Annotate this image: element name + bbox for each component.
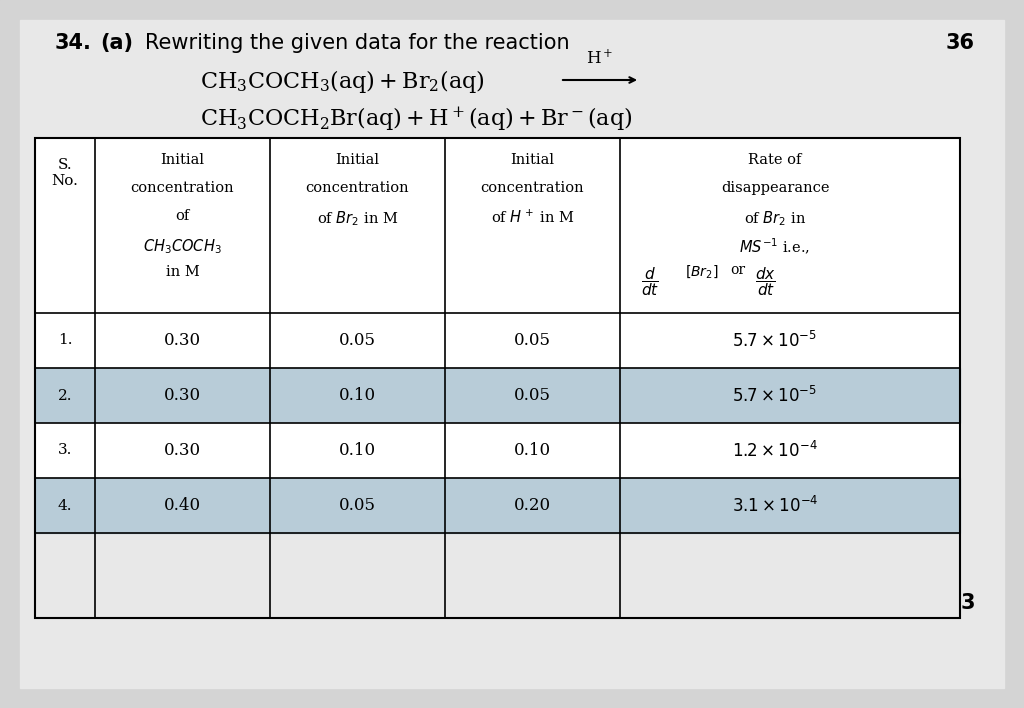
- Text: $\dfrac{d}{dt}$: $\dfrac{d}{dt}$: [641, 265, 659, 298]
- Bar: [35, 368, 961, 423]
- Text: 0.10: 0.10: [514, 442, 551, 459]
- Text: of $Br_2$ in: of $Br_2$ in: [743, 209, 806, 228]
- Text: $\mathregular{H^+}$: $\mathregular{H^+}$: [587, 50, 613, 68]
- Text: 36: 36: [946, 33, 975, 53]
- Text: 0.05: 0.05: [339, 497, 376, 514]
- Text: Rate of: Rate of: [749, 153, 802, 167]
- Bar: [35, 138, 961, 313]
- Text: $\mathregular{CH_3COCH_2Br(aq) + H^+(aq) + Br^-(aq)}$: $\mathregular{CH_3COCH_2Br(aq) + H^+(aq)…: [200, 105, 633, 134]
- Text: $[Br_2]$: $[Br_2]$: [685, 263, 719, 280]
- Text: $5.7 \times 10^{-5}$: $5.7 \times 10^{-5}$: [732, 385, 817, 406]
- Text: 34.: 34.: [55, 33, 92, 53]
- Text: or: or: [730, 263, 745, 277]
- Bar: [35, 138, 961, 618]
- Text: 0.20: 0.20: [514, 497, 551, 514]
- Text: 0.05: 0.05: [514, 332, 551, 349]
- Bar: [35, 423, 961, 478]
- Text: in M: in M: [166, 265, 200, 279]
- Text: of $H^+$ in M: of $H^+$ in M: [490, 209, 574, 227]
- Text: Initial: Initial: [511, 153, 555, 167]
- Text: disappearance: disappearance: [721, 181, 829, 195]
- Text: S.: S.: [57, 158, 73, 172]
- Text: 0.30: 0.30: [164, 442, 201, 459]
- Text: concentration: concentration: [131, 181, 234, 195]
- Bar: [35, 478, 961, 533]
- Text: 0.30: 0.30: [164, 387, 201, 404]
- Text: $\dfrac{dx}{dt}$: $\dfrac{dx}{dt}$: [755, 265, 775, 298]
- Text: of: of: [175, 209, 189, 223]
- Text: 1.: 1.: [57, 333, 73, 348]
- Text: concentration: concentration: [480, 181, 585, 195]
- Text: $MS^{-1}$ i.e.,: $MS^{-1}$ i.e.,: [739, 237, 811, 257]
- Bar: [35, 313, 961, 368]
- Text: (a): (a): [100, 33, 133, 53]
- Text: Rewriting the given data for the reaction: Rewriting the given data for the reactio…: [145, 33, 569, 53]
- Text: 0.05: 0.05: [339, 332, 376, 349]
- Text: concentration: concentration: [306, 181, 410, 195]
- Text: 0.10: 0.10: [339, 387, 376, 404]
- Text: $3.1 \times 10^{-4}$: $3.1 \times 10^{-4}$: [732, 496, 818, 515]
- Text: 3: 3: [961, 593, 975, 613]
- Text: $5.7 \times 10^{-5}$: $5.7 \times 10^{-5}$: [732, 331, 817, 350]
- Text: of $Br_2$ in M: of $Br_2$ in M: [316, 209, 398, 228]
- Text: 0.30: 0.30: [164, 332, 201, 349]
- Text: 0.10: 0.10: [339, 442, 376, 459]
- Text: 0.05: 0.05: [514, 387, 551, 404]
- Text: No.: No.: [51, 174, 79, 188]
- Text: 0.40: 0.40: [164, 497, 201, 514]
- Text: $\mathregular{CH_3COCH_3(aq) + Br_2(aq)}$: $\mathregular{CH_3COCH_3(aq) + Br_2(aq)}…: [200, 68, 484, 95]
- Text: 2.: 2.: [57, 389, 73, 403]
- Text: 3.: 3.: [57, 443, 72, 457]
- Text: 4.: 4.: [57, 498, 73, 513]
- Text: $CH_3COCH_3$: $CH_3COCH_3$: [143, 237, 222, 256]
- Text: Initial: Initial: [161, 153, 205, 167]
- Text: Initial: Initial: [336, 153, 380, 167]
- Text: $1.2 \times 10^{-4}$: $1.2 \times 10^{-4}$: [732, 440, 818, 460]
